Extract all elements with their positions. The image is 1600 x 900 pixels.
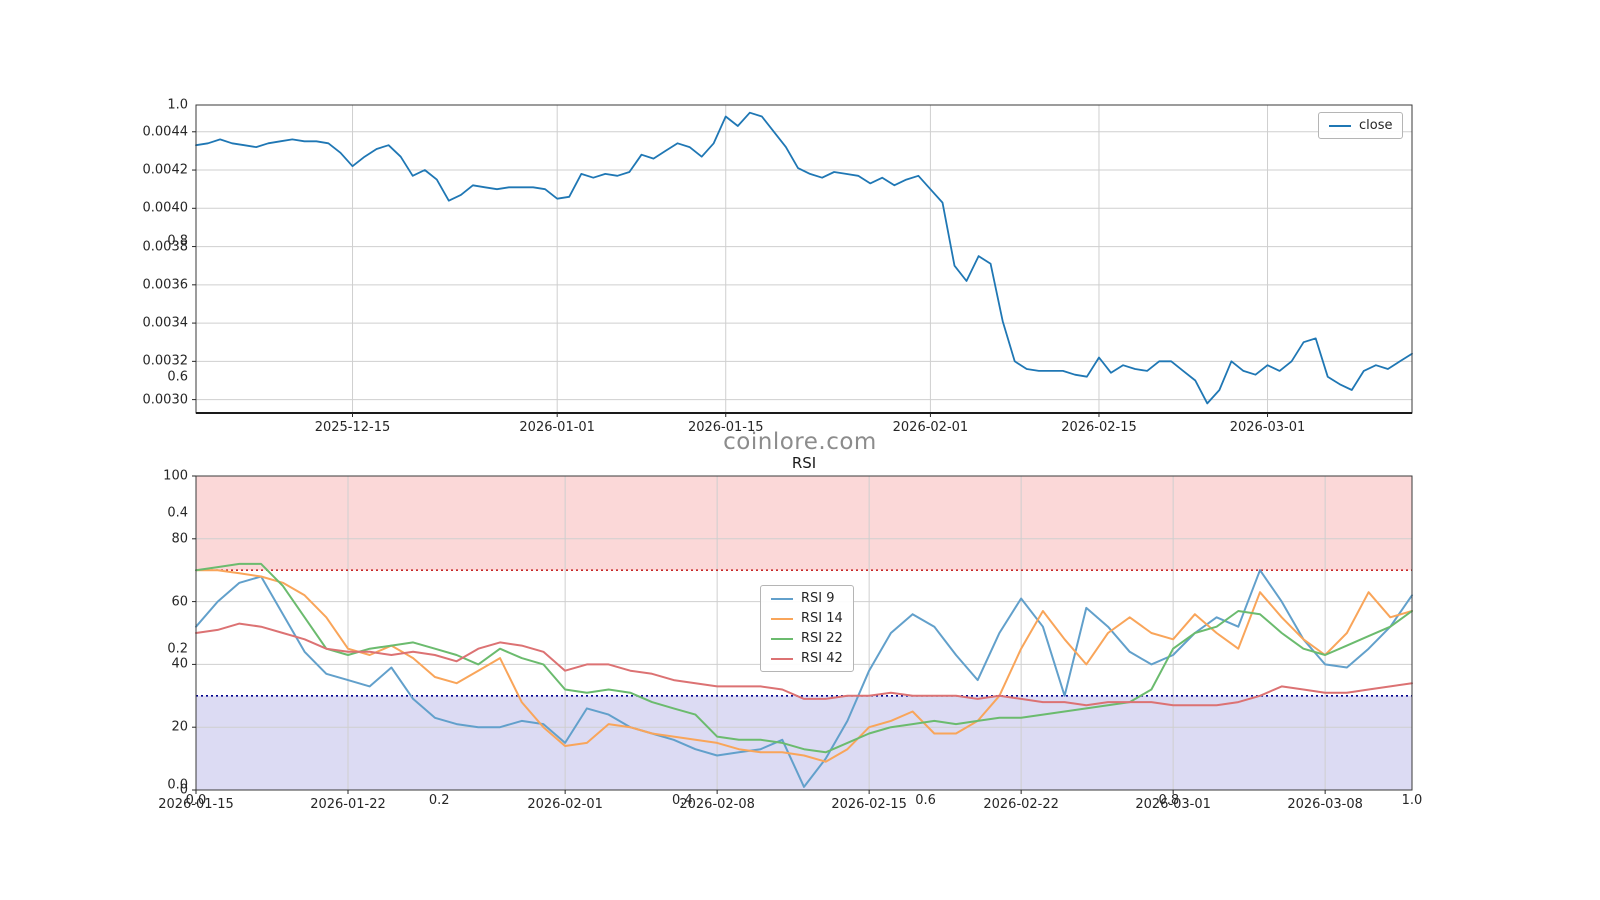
legend-label-rsi-14: RSI 14 (801, 611, 843, 626)
x-tick-label: 2026-03-01 (1135, 797, 1211, 812)
watermark: coinlore.com (723, 429, 877, 455)
legend-line-swatch-rsi-42 (771, 657, 793, 660)
x-tick-label: 2025-12-15 (314, 420, 391, 435)
y-tick-label: 0.0030 (142, 392, 189, 408)
y-tick-label: 60 (171, 594, 188, 610)
y-tick-label: 0.0034 (142, 315, 189, 331)
overlay-y-tick-label: 0.6 (167, 369, 188, 385)
y-tick-label: 0.0044 (142, 124, 189, 140)
x-tick-label: 2026-01-15 (687, 420, 764, 435)
y-tick-label: 0.0036 (142, 277, 189, 293)
y-tick-label: 80 (171, 531, 188, 547)
y-tick-label: 0.0038 (142, 239, 189, 255)
y-tick-label: 0.0032 (142, 353, 189, 369)
legend-line-swatch-rsi-14 (771, 617, 793, 620)
y-tick-label: 100 (163, 468, 188, 484)
legend-line-swatch-rsi-9 (771, 597, 793, 600)
rsi-22-line (195, 562, 1413, 754)
legend-label-rsi-9: RSI 9 (801, 591, 835, 606)
x-tick-label: 2026-02-15 (1061, 420, 1137, 435)
legend-label-rsi-22: RSI 22 (801, 631, 843, 646)
rsi-42-line (195, 622, 1413, 707)
y-tick-label: 0.0040 (142, 200, 189, 216)
y-tick-label: 20 (171, 719, 188, 735)
legend-label-close: close (1359, 118, 1393, 133)
overlay-x-tick-label: 0.8 (1158, 793, 1180, 808)
overlay-x-tick-label: 0.6 (915, 793, 936, 808)
overlay-x-tick-label: 0.2 (428, 793, 450, 808)
x-tick-label: 2026-02-01 (892, 420, 969, 435)
plot-frame (195, 475, 1413, 791)
overlay-y-tick-label: 0.4 (167, 505, 188, 521)
x-tick-label: 2026-02-22 (983, 797, 1059, 812)
overlay-x-tick-label: 0.0 (185, 793, 207, 808)
legend-item-rsi-42: RSI 42 (771, 651, 843, 666)
x-tick-label: 2026-01-01 (519, 420, 595, 435)
rsi-chart-title: RSI (791, 454, 817, 472)
overbought-band (196, 476, 1412, 571)
oversold-band (196, 695, 1412, 790)
y-tick-label: 0 (179, 782, 188, 798)
legend-line-swatch-rsi-22 (771, 637, 793, 640)
legend-label-rsi-42: RSI 42 (801, 651, 843, 666)
legend-item-rsi-22: RSI 22 (771, 631, 843, 646)
overlay-x-tick-label: 1.0 (1401, 793, 1423, 808)
y-tick-label: 0.0042 (142, 162, 189, 178)
legend-line-swatch-close (1329, 124, 1351, 127)
overlay-y-tick-label: 0.0 (167, 777, 188, 793)
legend-item-rsi-14: RSI 14 (771, 611, 843, 626)
close-line (195, 111, 1413, 405)
overlay-y-tick-label: 1.0 (167, 97, 188, 113)
x-tick-label: 2026-03-01 (1229, 420, 1306, 435)
overlay-y-tick-label: 0.2 (167, 641, 188, 657)
y-tick-label: 40 (171, 656, 188, 672)
x-tick-label: 2026-02-01 (527, 797, 603, 812)
x-tick-label: 2026-03-08 (1287, 797, 1363, 812)
rsi-9-line (195, 569, 1413, 788)
overlay-x-tick-label: 0.4 (672, 793, 693, 808)
x-tick-label: 2026-02-15 (831, 797, 907, 812)
x-tick-label: 2026-02-08 (679, 797, 755, 812)
rsi-legend: RSI 9 RSI 14 RSI 22 RSI 42 (760, 585, 854, 672)
price-legend: close (1318, 112, 1404, 139)
legend-item-rsi-9: RSI 9 (771, 591, 843, 606)
overlay-y-tick-label: 0.8 (167, 233, 188, 249)
x-tick-label: 2026-01-15 (158, 797, 234, 812)
x-tick-label: 2026-01-22 (310, 797, 386, 812)
rsi-14-line (195, 569, 1413, 763)
